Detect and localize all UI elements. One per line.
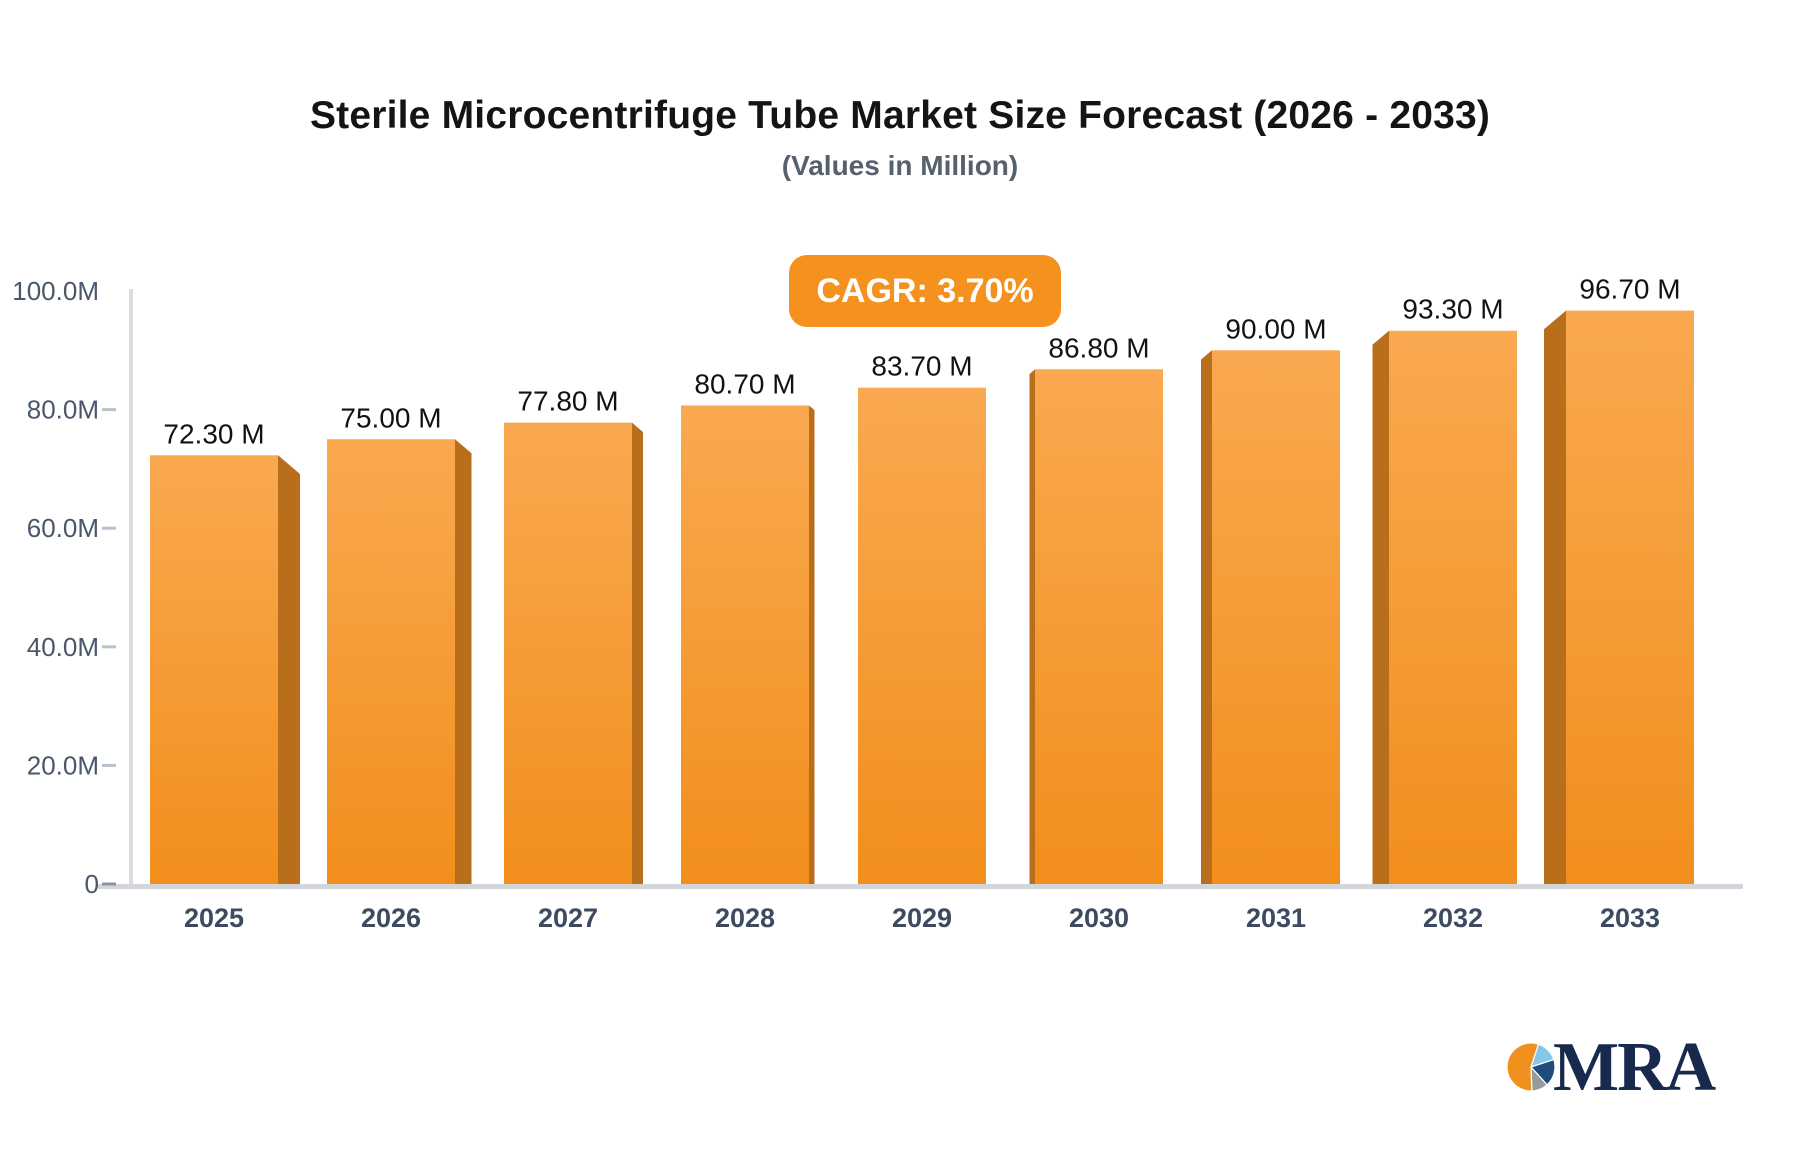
bar-value-label: 96.70 M xyxy=(1579,274,1680,305)
chart-subtitle: (Values in Million) xyxy=(781,150,1019,181)
x-tick-label: 2031 xyxy=(1246,903,1306,933)
bar-2028 xyxy=(681,405,809,884)
bar-value-label: 75.00 M xyxy=(340,402,441,433)
bar-side-2028 xyxy=(809,405,815,884)
bar-side-2026 xyxy=(455,439,472,884)
bar-side-2033 xyxy=(1544,310,1566,885)
mra-logo-pie-icon xyxy=(1506,1042,1556,1092)
bar-2027 xyxy=(504,422,632,884)
logo-text: MRA xyxy=(1553,1033,1717,1106)
y-tick-label: 20.0M xyxy=(27,750,99,780)
y-tick-dash xyxy=(102,526,116,530)
x-tick-label: 2033 xyxy=(1600,903,1660,933)
bar-side-2025 xyxy=(278,455,300,884)
y-tick-label: 40.0M xyxy=(27,632,99,662)
cagr-badge: CAGR: 3.70% xyxy=(789,255,1061,327)
bar-2026 xyxy=(327,439,455,884)
y-tick-label: 60.0M xyxy=(27,513,99,543)
bar-2033 xyxy=(1566,310,1694,885)
bar-value-label: 86.80 M xyxy=(1048,332,1149,363)
bar-side-2030 xyxy=(1029,369,1035,884)
bar-value-label: 90.00 M xyxy=(1225,313,1326,344)
x-tick-label: 2029 xyxy=(892,903,952,933)
x-tick-label: 2028 xyxy=(715,903,775,933)
logo-pie-slice-orange xyxy=(1506,1042,1540,1092)
x-tick-label: 2026 xyxy=(361,903,421,933)
y-tick-dash xyxy=(102,763,116,767)
x-tick-label: 2032 xyxy=(1423,903,1483,933)
x-tick-label: 2027 xyxy=(538,903,598,933)
y-tick-label: 100.0M xyxy=(12,276,99,306)
bar-2029 xyxy=(858,387,986,884)
bar-value-label: 83.70 M xyxy=(871,351,972,382)
x-axis-baseline xyxy=(98,884,1743,889)
bar-value-label: 77.80 M xyxy=(517,386,618,417)
y-axis-line xyxy=(129,289,133,888)
bar-side-2027 xyxy=(632,422,643,884)
bar-2025 xyxy=(150,455,278,884)
chart-title: Sterile Microcentrifuge Tube Market Size… xyxy=(309,94,1491,137)
bar-side-2031 xyxy=(1201,350,1212,884)
x-tick-label: 2030 xyxy=(1069,903,1129,933)
bar-side-2032 xyxy=(1372,330,1389,885)
bar-value-label: 80.70 M xyxy=(694,368,795,399)
y-tick-dash xyxy=(102,882,116,886)
bar-2031 xyxy=(1212,350,1340,884)
y-tick-dash xyxy=(102,408,116,412)
y-tick-dash xyxy=(102,645,116,649)
y-tick-label: 80.0M xyxy=(27,395,99,425)
mra-logo: MRA xyxy=(1506,1033,1719,1106)
bar-2032 xyxy=(1389,330,1517,885)
bar-value-label: 93.30 M xyxy=(1402,294,1503,325)
y-tick-label: 0 xyxy=(85,869,99,899)
bar-value-label: 72.30 M xyxy=(163,418,264,449)
bar-2030 xyxy=(1035,369,1163,884)
x-tick-label: 2025 xyxy=(184,903,244,933)
